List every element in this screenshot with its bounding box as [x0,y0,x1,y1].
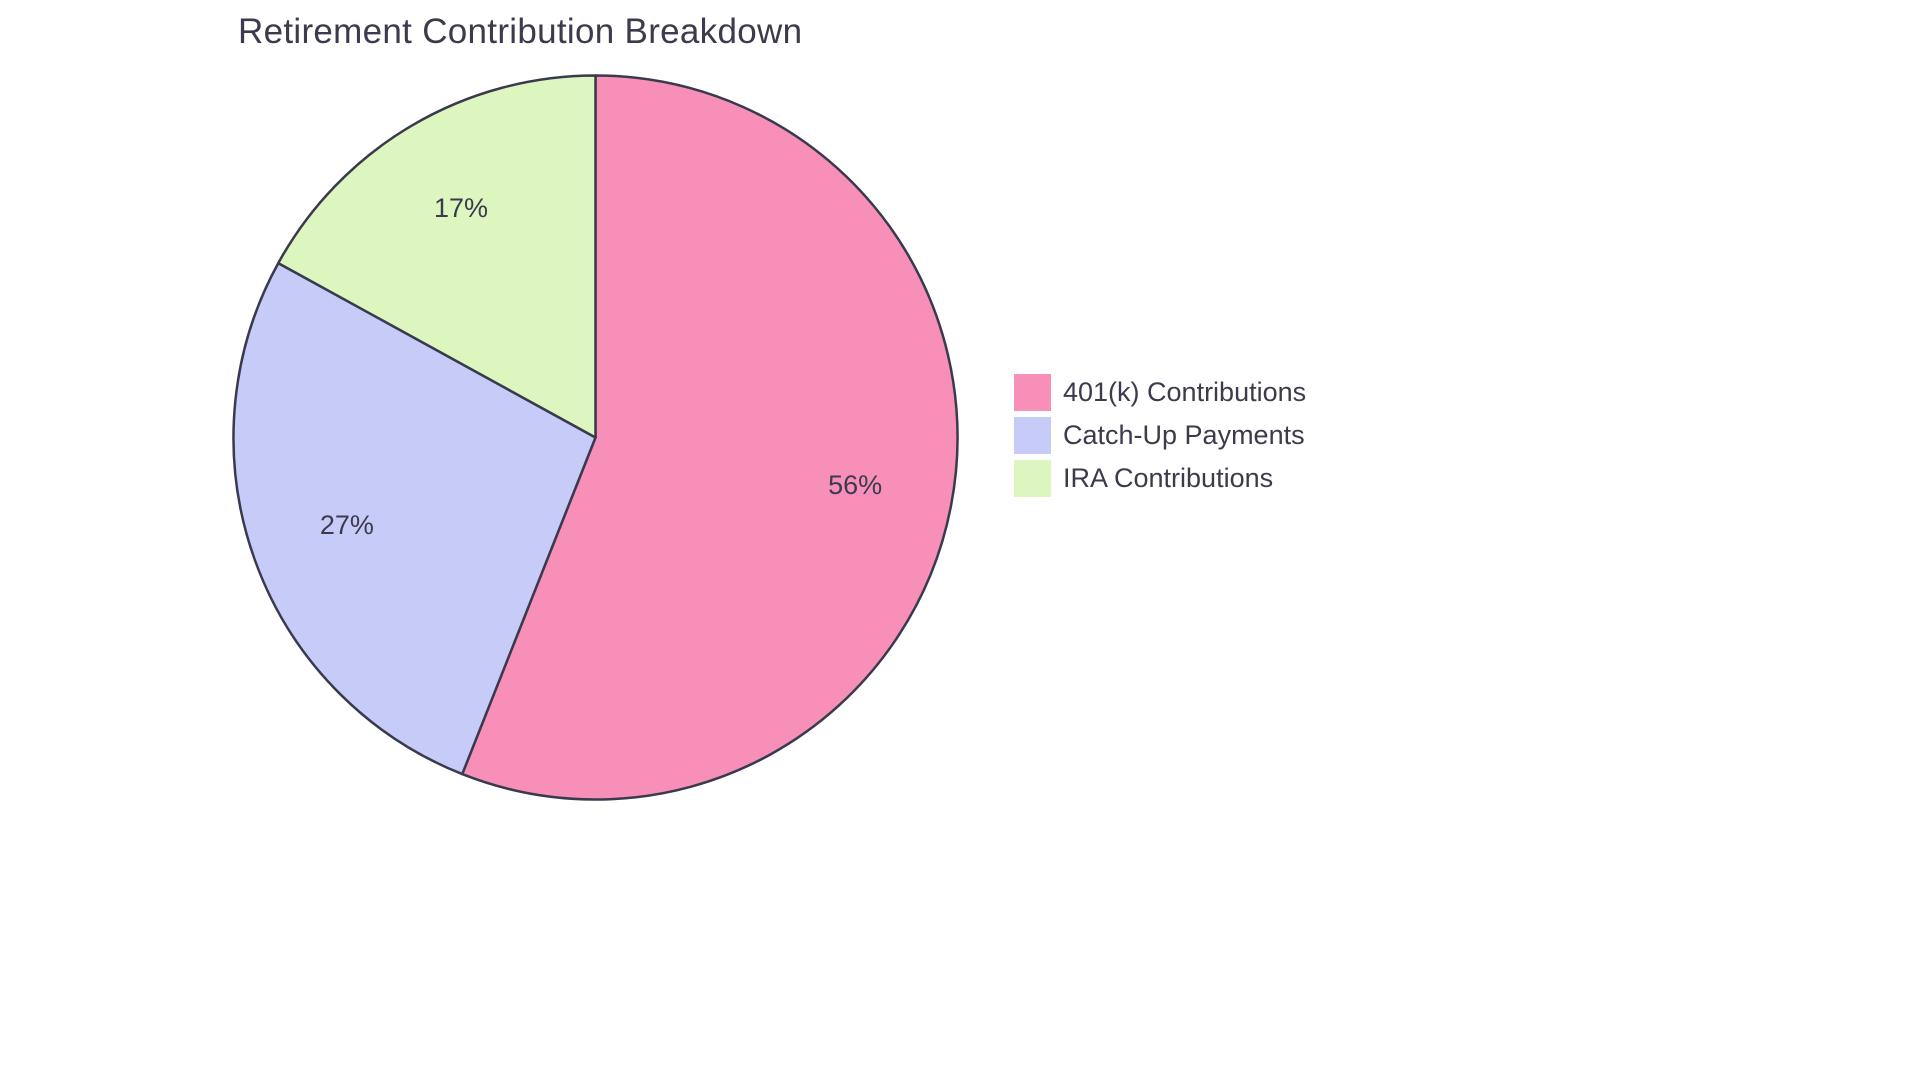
legend-swatch-ira [1014,460,1051,497]
pie-slice-0 [460,74,959,801]
legend-item: Catch-Up Payments [1014,417,1306,454]
legend-label-catch-up: Catch-Up Payments [1063,420,1305,450]
legend: 401(k) Contributions Catch-Up Payments I… [1014,374,1306,497]
chart-title: Retirement Contribution Breakdown [238,12,803,51]
legend-label-401k: 401(k) Contributions [1063,377,1307,407]
pie-slice-label-1: 27% [320,510,374,540]
legend-item: IRA Contributions [1014,460,1306,497]
pie-slice-1 [232,261,597,776]
pie-slice-2 [277,74,597,439]
legend-item: 401(k) Contributions [1014,374,1306,411]
legend-swatch-catch-up [1014,417,1051,454]
legend-label-ira: IRA Contributions [1063,463,1274,493]
pie-slice-label-0: 56% [828,470,882,500]
pie-slice-label-2: 17% [434,193,488,223]
legend-swatch-401k [1014,374,1051,411]
